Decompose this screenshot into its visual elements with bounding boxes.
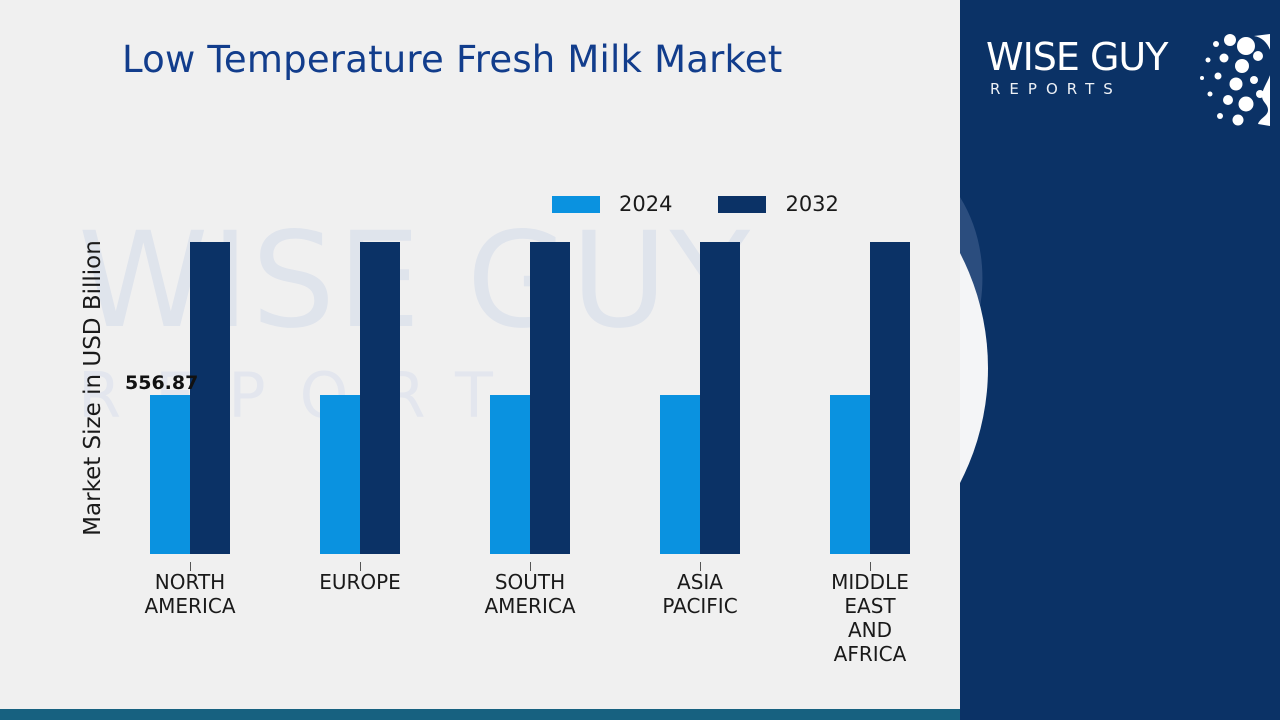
legend-label-2032: 2032 bbox=[785, 192, 839, 216]
category-label-south-america: SOUTH AMERICA bbox=[450, 570, 610, 618]
legend-item-2024[interactable]: 2024 bbox=[552, 194, 672, 215]
bar-group-north-america: 556.87 NORTH AMERICA bbox=[125, 240, 236, 618]
bar-pair bbox=[150, 240, 230, 554]
wiseguy-logo: WISE GUY REPORTS bbox=[982, 34, 1270, 126]
axis-tick bbox=[190, 562, 191, 571]
bar-2024[interactable] bbox=[490, 395, 530, 554]
bar-2024[interactable] bbox=[660, 395, 700, 554]
logo-wordmark: WISE GUY bbox=[986, 35, 1168, 79]
category-line: AMERICA bbox=[484, 594, 576, 618]
brand-panel: WISE GUY REPORTS bbox=[960, 0, 1280, 720]
bar-2032[interactable] bbox=[530, 242, 570, 554]
category-label-middle-east-and-africa: MIDDLE EAST AND AFRICA bbox=[790, 570, 950, 666]
head-profile-graphic bbox=[960, 197, 988, 483]
category-label-north-america: NORTH AMERICA bbox=[110, 570, 270, 618]
bar-2024[interactable] bbox=[150, 395, 190, 554]
bar-2024[interactable] bbox=[320, 395, 360, 554]
bar-pair bbox=[660, 240, 740, 554]
bar-pair bbox=[320, 240, 400, 554]
legend-swatch-2024 bbox=[552, 196, 600, 213]
category-line: MIDDLE bbox=[831, 570, 909, 594]
bar-group-europe: EUROPE bbox=[319, 240, 401, 594]
legend-item-2032[interactable]: 2032 bbox=[718, 192, 839, 216]
bar-value-label: 556.87 bbox=[125, 372, 199, 394]
category-line: PACIFIC bbox=[662, 594, 738, 618]
bar-pair bbox=[490, 240, 570, 554]
bar-group-south-america: SOUTH AMERICA bbox=[484, 240, 576, 618]
axis-tick bbox=[700, 562, 701, 571]
category-line: NORTH bbox=[154, 570, 226, 594]
chart-panel: WISE GUY REPORTS Low Temperature Fresh M… bbox=[0, 38, 960, 720]
axis-tick bbox=[870, 562, 871, 571]
bar-2032[interactable] bbox=[700, 242, 740, 554]
bar-group-asia-pacific: ASIA PACIFIC bbox=[660, 240, 740, 618]
axis-tick bbox=[530, 562, 531, 571]
category-line: AND bbox=[847, 618, 893, 642]
category-line: EUROPE bbox=[319, 570, 401, 594]
bar-group-middle-east-and-africa: MIDDLE EAST AND AFRICA bbox=[830, 240, 910, 666]
category-line: AFRICA bbox=[833, 642, 907, 666]
bar-pair bbox=[830, 240, 910, 554]
legend-swatch-2032 bbox=[718, 196, 767, 213]
bar-2032[interactable] bbox=[190, 242, 230, 554]
axis-tick bbox=[360, 562, 361, 571]
category-line: AMERICA bbox=[144, 594, 236, 618]
category-line: SOUTH bbox=[494, 570, 566, 594]
bottom-accent-strip bbox=[0, 709, 960, 720]
plot-area: 556.87 NORTH AMERICA EUROPE bbox=[98, 240, 938, 666]
logo-subtext: REPORTS bbox=[990, 80, 1122, 98]
logo-dots-icon bbox=[1200, 34, 1270, 126]
legend-label-2024: 2024 bbox=[619, 192, 673, 216]
bar-2032[interactable] bbox=[870, 242, 910, 554]
chart-legend: 2024 2032 bbox=[552, 194, 839, 215]
bar-2032[interactable] bbox=[360, 242, 400, 554]
category-line: ASIA bbox=[677, 570, 723, 594]
category-label-asia-pacific: ASIA PACIFIC bbox=[620, 570, 780, 618]
category-label-europe: EUROPE bbox=[280, 570, 440, 594]
category-line: EAST bbox=[844, 594, 896, 618]
bar-2024[interactable] bbox=[830, 395, 870, 554]
chart-title: Low Temperature Fresh Milk Market bbox=[122, 38, 783, 81]
